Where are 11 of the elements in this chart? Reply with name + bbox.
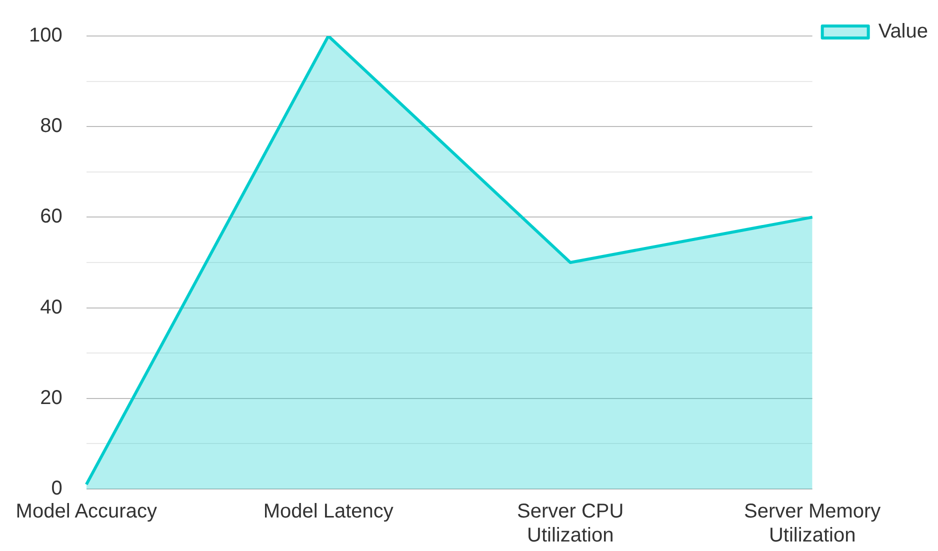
y-tick-label: 100 <box>28 24 62 47</box>
legend-label: Value <box>878 20 928 43</box>
y-tick-label: 20 <box>40 386 62 409</box>
y-tick-label: 80 <box>40 115 62 138</box>
x-tick-label: Server CPU Utilization <box>516 500 624 547</box>
y-tick-label: 60 <box>40 206 62 228</box>
y-tick-label: 40 <box>40 296 62 318</box>
x-tick-label: Model Latency <box>263 500 394 523</box>
x-tick-label: Server Memory Utilization <box>744 500 881 547</box>
y-tick-label: 0 <box>51 478 62 500</box>
x-tick-label: Model Accuracy <box>16 500 157 523</box>
